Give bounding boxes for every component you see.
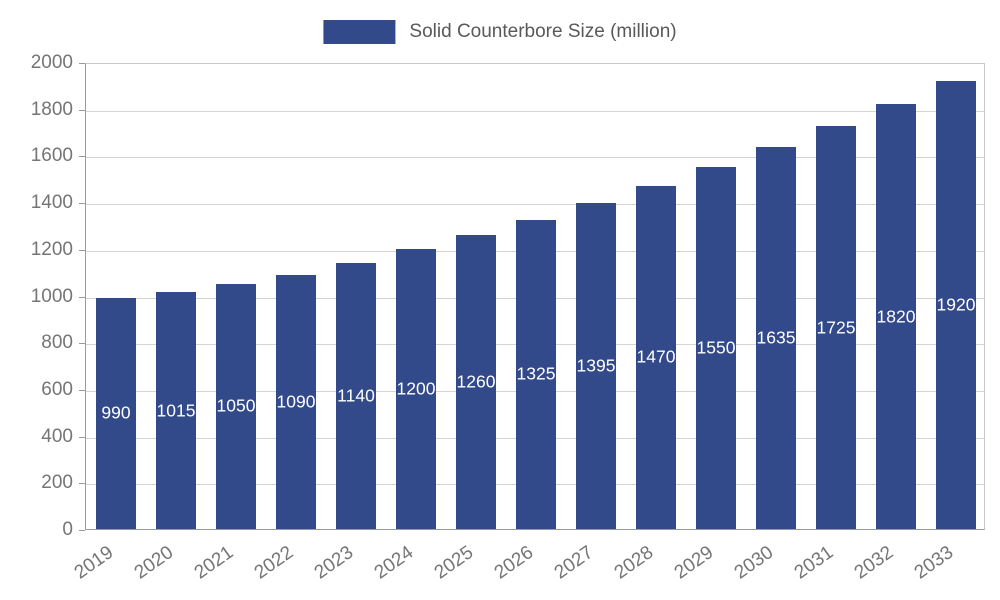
y-tick-mark [79,156,85,158]
x-tick-label-2022: 2022 [250,542,298,584]
bar-2024: 1200 [396,248,436,529]
bar-2019: 990 [96,297,136,529]
x-tick-label-2026: 2026 [490,542,538,584]
bar-2029: 1550 [696,167,736,529]
bar-2021: 1050 [216,283,256,529]
y-tick-label: 600 [41,378,73,400]
bar-2030: 1635 [756,147,796,529]
y-tick-label: 400 [41,425,73,447]
bar-2031: 1725 [816,126,856,529]
plot-area: 990 1015 1050 1090 1140 1200 1260 1325 1395 1470 1… [85,63,985,530]
bar-value-label: 1325 [516,363,556,384]
x-tick-label-2033: 2033 [910,542,958,584]
y-tick-mark [79,483,85,485]
bar-value-label: 1015 [156,400,196,420]
gridline [86,157,984,159]
bar-2028: 1470 [636,185,676,529]
bar-value-label: 1200 [396,378,436,399]
gridline [86,204,984,206]
bar-value-label: 1920 [936,294,976,315]
y-tick-label: 1200 [30,238,73,260]
y-tick-label: 1400 [30,192,73,214]
y-tick-label: 200 [41,472,73,494]
bar-value-label: 1470 [636,346,676,367]
bar-2033: 1920 [936,80,976,529]
x-tick-label-2030: 2030 [730,542,778,584]
y-tick-label: 800 [41,332,73,354]
bar-value-label: 1725 [816,317,856,338]
bar-value-label: 1550 [696,337,736,358]
y-tick-mark [79,109,85,111]
bar-2027: 1395 [576,203,616,529]
y-tick-mark [79,296,85,298]
bar-value-label: 1090 [276,391,316,412]
bar-value-label: 990 [101,402,131,423]
y-tick-mark [79,203,85,205]
bar-2032: 1820 [876,104,916,529]
bar-2026: 1325 [516,219,556,529]
chart-legend: Solid Counterbore Size (million) [313,16,687,48]
x-tick-label-2027: 2027 [550,542,598,584]
bar-2023: 1140 [336,262,376,529]
bar-value-label: 1140 [337,385,375,406]
bar-value-label: 1050 [216,395,256,416]
x-tick-label-2020: 2020 [130,542,178,584]
x-tick-label-2029: 2029 [670,542,718,584]
y-tick-mark [79,249,85,251]
y-tick-mark [79,530,85,531]
x-tick-label-2021: 2021 [190,542,238,584]
x-tick-label-2019: 2019 [70,542,118,584]
bar-value-label: 1820 [876,306,916,327]
bar-value-label: 1395 [576,355,616,376]
y-tick-label: 1800 [30,98,73,120]
y-tick-label: 0 [62,519,73,540]
y-tick-mark [79,389,85,391]
y-tick-mark [79,63,85,64]
legend-swatch [323,20,396,44]
gridline [86,110,984,112]
x-tick-label-2032: 2032 [850,542,898,584]
bar-2020: 1015 [156,292,196,529]
y-tick-mark [79,343,85,345]
x-tick-label-2025: 2025 [430,542,478,584]
bar-2022: 1090 [276,274,316,529]
bar-value-label: 1260 [456,371,496,392]
y-tick-mark [79,436,85,438]
x-tick-label-2028: 2028 [610,542,658,584]
bar-2025: 1260 [456,234,496,529]
x-tick-label-2031: 2031 [790,542,838,584]
legend-label: Solid Counterbore Size (million) [409,21,677,42]
x-tick-label-2024: 2024 [370,542,418,584]
bar-value-label: 1635 [756,327,796,348]
y-tick-label: 1600 [30,145,73,167]
y-tick-label: 1000 [30,285,73,307]
y-tick-label: 2000 [30,52,73,73]
x-tick-label-2023: 2023 [310,542,358,584]
